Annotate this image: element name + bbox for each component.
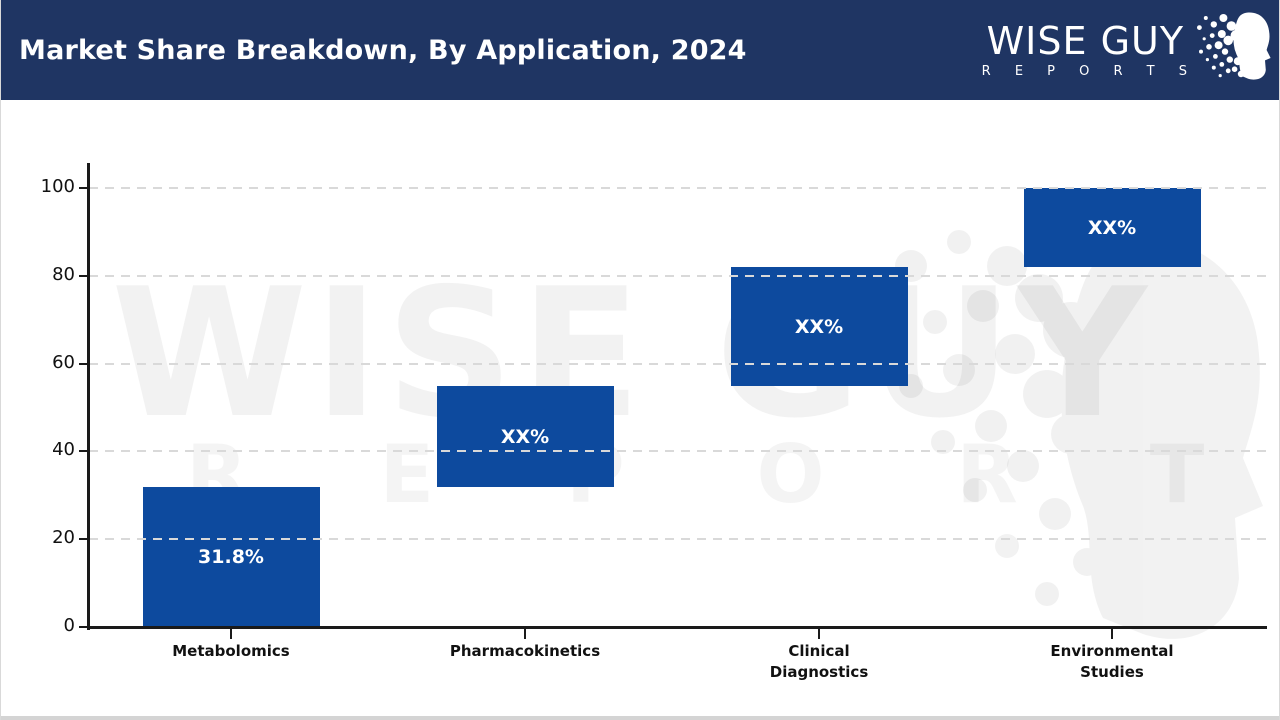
x-axis-line xyxy=(87,626,1267,629)
gridline-80 xyxy=(89,274,1267,277)
y-tick-mark-20 xyxy=(79,538,88,541)
bar-value-label-clinical-diagnostics: XX% xyxy=(794,315,844,338)
logo-wordmark: WISE GUY xyxy=(986,19,1185,63)
y-tick-label-60: 60 xyxy=(52,351,75,373)
y-tick-label-80: 80 xyxy=(52,263,75,285)
y-axis-line xyxy=(87,163,90,630)
y-tick-mark-60 xyxy=(79,362,88,365)
header: Market Share Breakdown, By Application, … xyxy=(1,0,1279,100)
y-tick-label-0: 0 xyxy=(63,615,75,636)
y-tick-mark-40 xyxy=(79,450,88,453)
x-category-label-environmental-studies: Environmental Studies xyxy=(1050,642,1174,681)
x-category-label-clinical-diagnostics: Clinical Diagnostics xyxy=(769,642,869,681)
y-tick-label-20: 20 xyxy=(52,527,75,549)
y-tick-label-100: 100 xyxy=(40,176,75,197)
bar-value-label-pharmacokinetics: XX% xyxy=(500,425,550,448)
bar-value-label-environmental-studies: XX% xyxy=(1087,216,1137,239)
bar-environmental-studies xyxy=(1023,188,1201,268)
bottom-border-strip xyxy=(1,716,1279,720)
logo-text: WISE GUY R E P O R T S xyxy=(974,21,1197,79)
logo-subtitle: R E P O R T S xyxy=(981,64,1197,79)
y-tick-mark-80 xyxy=(79,274,88,277)
wiseguy-logo: WISE GUY R E P O R T S xyxy=(974,0,1273,100)
x-tick-mark-metabolomics xyxy=(230,629,232,639)
bar-metabolomics xyxy=(142,487,320,627)
x-category-label-metabolomics: Metabolomics xyxy=(172,642,290,660)
gridline-40 xyxy=(89,450,1267,453)
x-tick-mark-pharmacokinetics xyxy=(524,629,526,639)
x-tick-mark-environmental-studies xyxy=(1111,629,1113,639)
wiseguy-head-icon xyxy=(1197,12,1271,80)
bar-value-label-metabolomics: 31.8% xyxy=(198,546,264,569)
y-tick-mark-0 xyxy=(79,626,88,628)
y-tick-label-40: 40 xyxy=(52,439,75,461)
gridline-100 xyxy=(89,187,1267,189)
bar-clinical-diagnostics xyxy=(730,267,908,387)
x-tick-mark-clinical-diagnostics xyxy=(818,629,820,639)
chart-title: Market Share Breakdown, By Application, … xyxy=(19,34,747,66)
x-category-label-pharmacokinetics: Pharmacokinetics xyxy=(449,642,601,660)
gridline-60 xyxy=(89,362,1267,365)
bar-pharmacokinetics xyxy=(436,386,614,488)
y-tick-mark-100 xyxy=(79,187,88,189)
gridline-20 xyxy=(89,538,1267,541)
